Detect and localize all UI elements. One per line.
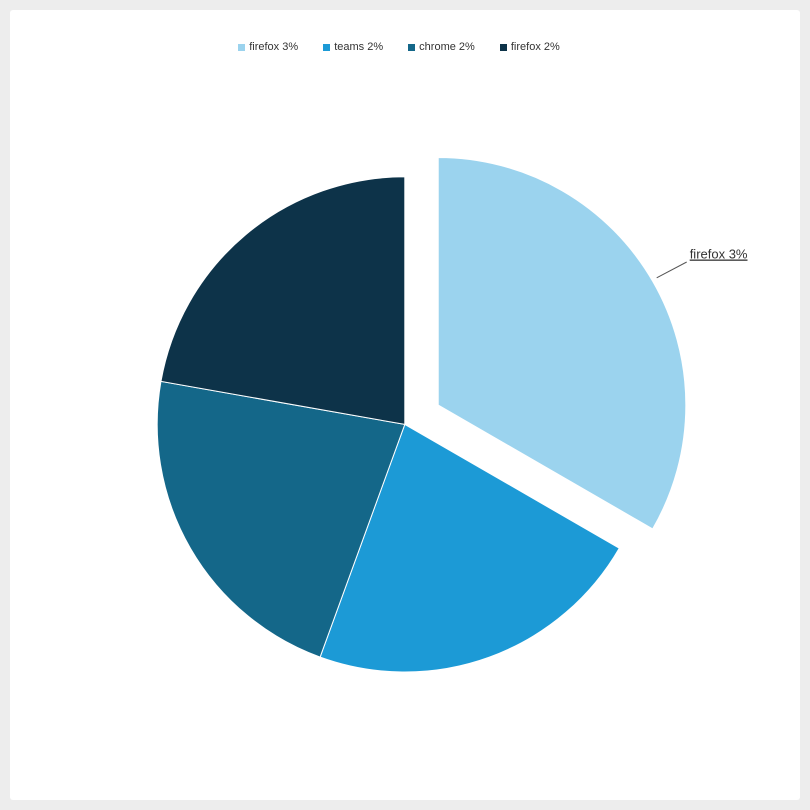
svg-text:firefox 3%: firefox 3% [690, 247, 748, 262]
